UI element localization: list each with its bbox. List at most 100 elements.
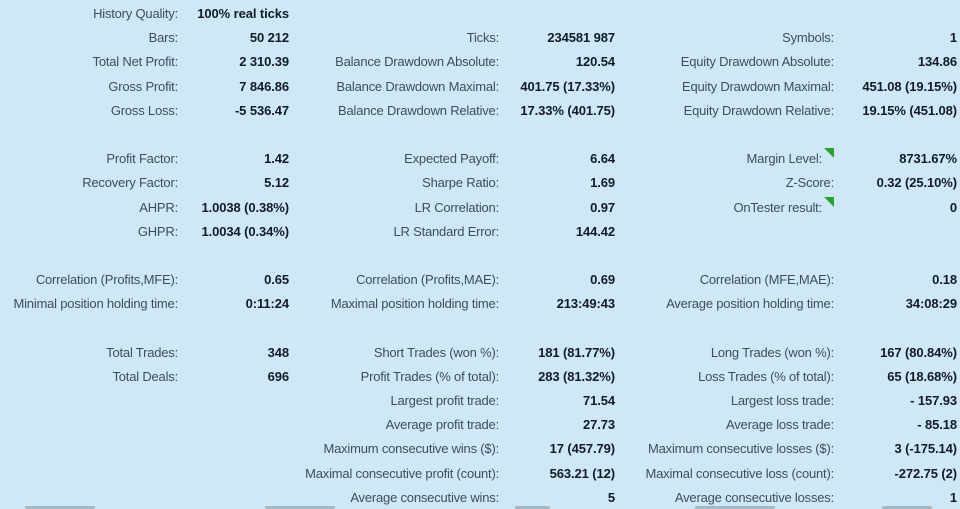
stat-value: 401.75 (17.33%) [520, 78, 615, 94]
stat-value: 213:49:43 [556, 296, 615, 312]
stat-value: 0.65 [264, 272, 289, 288]
stat-value: 0 [949, 199, 957, 215]
stat-label: Maximum consecutive losses ($): [648, 441, 834, 457]
stat-value: - 85.18 [917, 417, 957, 433]
stat-label: Balance Drawdown Absolute: [335, 54, 499, 70]
stat-value: 0.32 (25.10%) [876, 175, 957, 191]
stat-value [838, 2, 960, 26]
stat-label: Largest loss trade: [730, 393, 834, 408]
stat-value: 65 (18.68%) [887, 368, 957, 384]
stat-value: 144.42 [575, 223, 615, 239]
stat-label: LR Correlation: [414, 199, 500, 215]
stat-value: 2 310.39 [239, 54, 289, 70]
stat-label: Minimal position holding time: [13, 296, 178, 312]
stat-value: 17 (457.79) [549, 441, 616, 457]
stat-label: AHPR: [139, 199, 178, 215]
stat-label: Recovery Factor: [82, 175, 178, 191]
stat-value: -272.75 (2) [894, 465, 958, 481]
stat-value [503, 2, 618, 26]
stat-label: Symbols: [782, 30, 834, 46]
stat-label: Margin Level: [746, 151, 823, 167]
clipped-text-fragment [25, 506, 95, 509]
stat-value: 120.54 [575, 54, 615, 70]
stat-value: 348 [267, 344, 289, 360]
stat-value: -5 536.47 [234, 102, 289, 118]
stat-value: 1 [949, 30, 957, 46]
stat-value: 134.86 [917, 54, 957, 70]
stat-value: 283 (81.32%) [538, 368, 615, 384]
stat-label [0, 437, 182, 461]
stat-value: 1.69 [590, 175, 615, 191]
stat-label [0, 389, 182, 413]
ontester-result-label: OnTester result: [618, 196, 838, 220]
stat-label: Total Net Profit: [92, 54, 179, 70]
stat-label: Loss Trades (% of total): [698, 368, 834, 384]
stat-value: 167 (80.84%) [880, 344, 957, 360]
stat-label: Profit Factor: [106, 151, 178, 167]
stat-label: Maximal consecutive loss (count): [645, 465, 835, 481]
green-flag-icon [824, 148, 834, 159]
stat-label: Equity Drawdown Relative: [683, 102, 835, 118]
stat-label: Average consecutive wins: [350, 489, 499, 505]
section-gap [0, 316, 960, 340]
stat-value: 8731.67% [899, 151, 957, 167]
stat-value [182, 437, 292, 461]
stat-value: 71.54 [582, 393, 615, 408]
stat-value: 5.12 [264, 175, 289, 191]
section-gap [0, 123, 960, 147]
clipped-text-fragment [882, 506, 932, 509]
stat-value: 234581 987 [547, 30, 615, 46]
stat-value: 0.69 [590, 272, 615, 288]
stat-label: Balance Drawdown Maximal: [336, 78, 499, 94]
green-flag-icon [824, 196, 834, 207]
stat-value: 1.42 [264, 151, 289, 167]
stat-value: 563.21 (12) [549, 465, 616, 481]
stat-value: 50 212 [249, 30, 289, 46]
stat-label: Short Trades (won %): [373, 344, 499, 360]
section-gap [0, 244, 960, 268]
stat-label: OnTester result: [733, 199, 822, 215]
stat-value: 1.0034 (0.34%) [201, 223, 290, 239]
margin-level-label: Margin Level: [618, 147, 838, 171]
stat-label: Ticks: [466, 30, 499, 46]
stat-value: 7 846.86 [239, 78, 289, 94]
stat-label: Average profit trade: [385, 417, 500, 433]
stat-label: LR Standard Error: [393, 223, 499, 239]
stat-value: 3 (-175.14) [894, 441, 958, 457]
stat-label: Long Trades (won %): [710, 344, 834, 360]
stat-label: Balance Drawdown Relative: [338, 102, 499, 118]
clipped-text-fragment [265, 506, 335, 509]
stat-label: Equity Drawdown Absolute: [680, 54, 834, 70]
clipped-text-fragment [515, 506, 550, 509]
stat-label: Correlation (Profits,MFE): [35, 272, 178, 288]
stat-label [0, 413, 182, 437]
stat-value [182, 413, 292, 437]
stat-value: 1 [949, 489, 957, 505]
stat-value [182, 389, 292, 413]
stat-label: Total Trades: [106, 344, 178, 360]
stat-label: Correlation (Profits,MAE): [356, 272, 499, 288]
stat-label: Gross Loss: [110, 102, 178, 118]
stat-label [0, 462, 182, 486]
stat-label: Average position holding time: [666, 296, 834, 312]
stat-value: 100% real ticks [197, 6, 289, 21]
stat-label: Sharpe Ratio: [422, 175, 499, 191]
stat-label: Maximal consecutive profit (count): [305, 465, 499, 481]
stat-label: History Quality: [93, 6, 178, 21]
stat-value: 5 [607, 489, 615, 505]
stat-value: 19.15% (451.08) [862, 102, 957, 118]
stat-value: 6.64 [590, 151, 615, 167]
stat-value: - 157.93 [910, 393, 957, 408]
stat-label: Gross Profit: [108, 78, 178, 94]
stat-label: Average consecutive losses: [674, 489, 834, 505]
stat-value: 17.33% (401.75) [520, 102, 615, 118]
stat-value [182, 462, 292, 486]
stat-value: 181 (81.77%) [538, 344, 615, 360]
stat-label: Total Deals: [112, 368, 178, 384]
stat-label: Maximal position holding time: [330, 296, 499, 312]
stat-value: 696 [267, 368, 289, 384]
stat-label [292, 2, 503, 26]
stat-label: Maximum consecutive wins ($): [323, 441, 499, 457]
stat-value: 27.73 [582, 417, 615, 433]
